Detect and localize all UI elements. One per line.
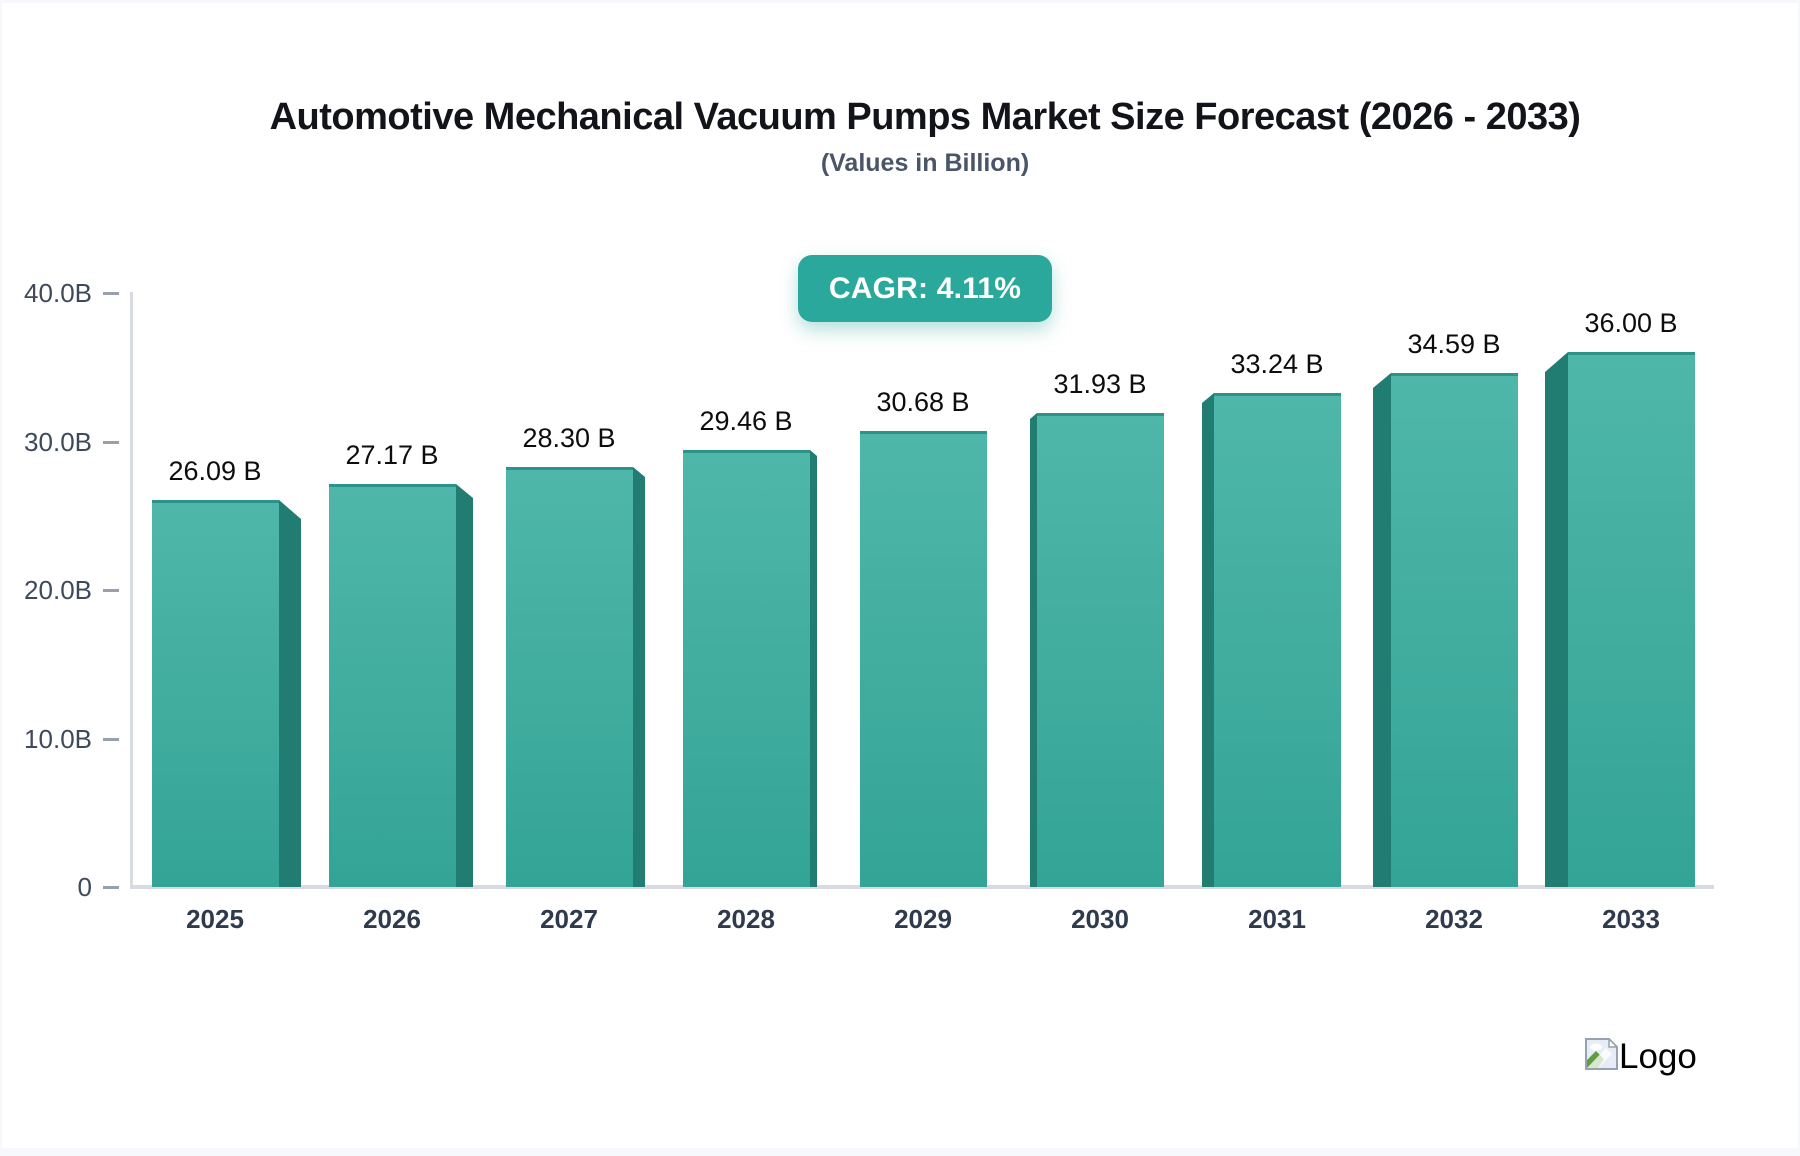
y-tick-dash: [103, 886, 119, 889]
bar-3d-side: [279, 500, 301, 887]
bar-2026[interactable]: [329, 484, 456, 887]
y-tick-label: 30.0B: [24, 427, 92, 457]
chart-subtitle: (Values in Billion): [820, 149, 1030, 177]
bar-value-label: 27.17 B: [345, 440, 439, 470]
y-tick-dash: [103, 441, 119, 444]
bar-value-label: 36.00 B: [1584, 308, 1678, 338]
x-axis-line: [130, 885, 1714, 889]
bar-2027[interactable]: [506, 467, 633, 887]
x-axis-label-2030: 2030: [1071, 904, 1129, 934]
y-tick-label: 0: [77, 872, 92, 902]
y-tick-dash: [103, 292, 119, 295]
bar-3d-side: [1030, 413, 1037, 887]
bar-value-label: 33.24 B: [1230, 349, 1324, 379]
bar-2032[interactable]: [1391, 373, 1518, 887]
cagr-badge: CAGR: 4.11%: [798, 255, 1052, 322]
x-axis-label-2033: 2033: [1602, 904, 1660, 934]
x-axis-label-2026: 2026: [363, 904, 421, 934]
y-tick-dash: [103, 738, 119, 741]
bar-value-label: 34.59 B: [1407, 329, 1501, 359]
logo-text: Logo: [1619, 1037, 1697, 1076]
bar-2029[interactable]: [860, 431, 987, 887]
bar-2033[interactable]: [1568, 352, 1695, 887]
x-axis-label-2029: 2029: [894, 904, 952, 934]
x-axis-label-2032: 2032: [1425, 904, 1483, 934]
bar-2030[interactable]: [1037, 413, 1164, 887]
x-axis-label-2025: 2025: [186, 904, 244, 934]
y-axis-line: [130, 292, 133, 887]
bar-value-label: 26.09 B: [168, 456, 262, 486]
bar-2028[interactable]: [683, 450, 810, 887]
bar-3d-side: [456, 484, 473, 887]
bar-3d-side: [1545, 352, 1568, 887]
bar-3d-side: [1202, 393, 1214, 887]
x-axis-label-2031: 2031: [1248, 904, 1306, 934]
bar-value-label: 30.68 B: [876, 387, 970, 417]
bar-2031[interactable]: [1214, 393, 1341, 887]
chart-title: Automotive Mechanical Vacuum Pumps Marke…: [269, 96, 1581, 138]
cagr-badge-label: CAGR: 4.11%: [828, 271, 1022, 305]
bar-value-label: 28.30 B: [522, 423, 616, 453]
bar-value-label: 29.46 B: [699, 406, 793, 436]
x-axis-label-2028: 2028: [717, 904, 775, 934]
y-tick-dash: [103, 589, 119, 592]
bar-3d-side: [1373, 373, 1391, 887]
bar-value-label: 31.93 B: [1053, 369, 1147, 399]
logo: Logo: [1584, 1034, 1697, 1080]
y-tick-label: 20.0B: [24, 575, 92, 605]
x-axis-label-2027: 2027: [540, 904, 598, 934]
y-tick-label: 10.0B: [24, 724, 92, 754]
bar-3d-side: [810, 450, 817, 887]
bar-3d-side: [633, 467, 645, 887]
bar-2025[interactable]: [152, 500, 279, 887]
y-tick-label: 40.0B: [24, 278, 92, 308]
broken-image-icon: [1585, 1038, 1618, 1070]
